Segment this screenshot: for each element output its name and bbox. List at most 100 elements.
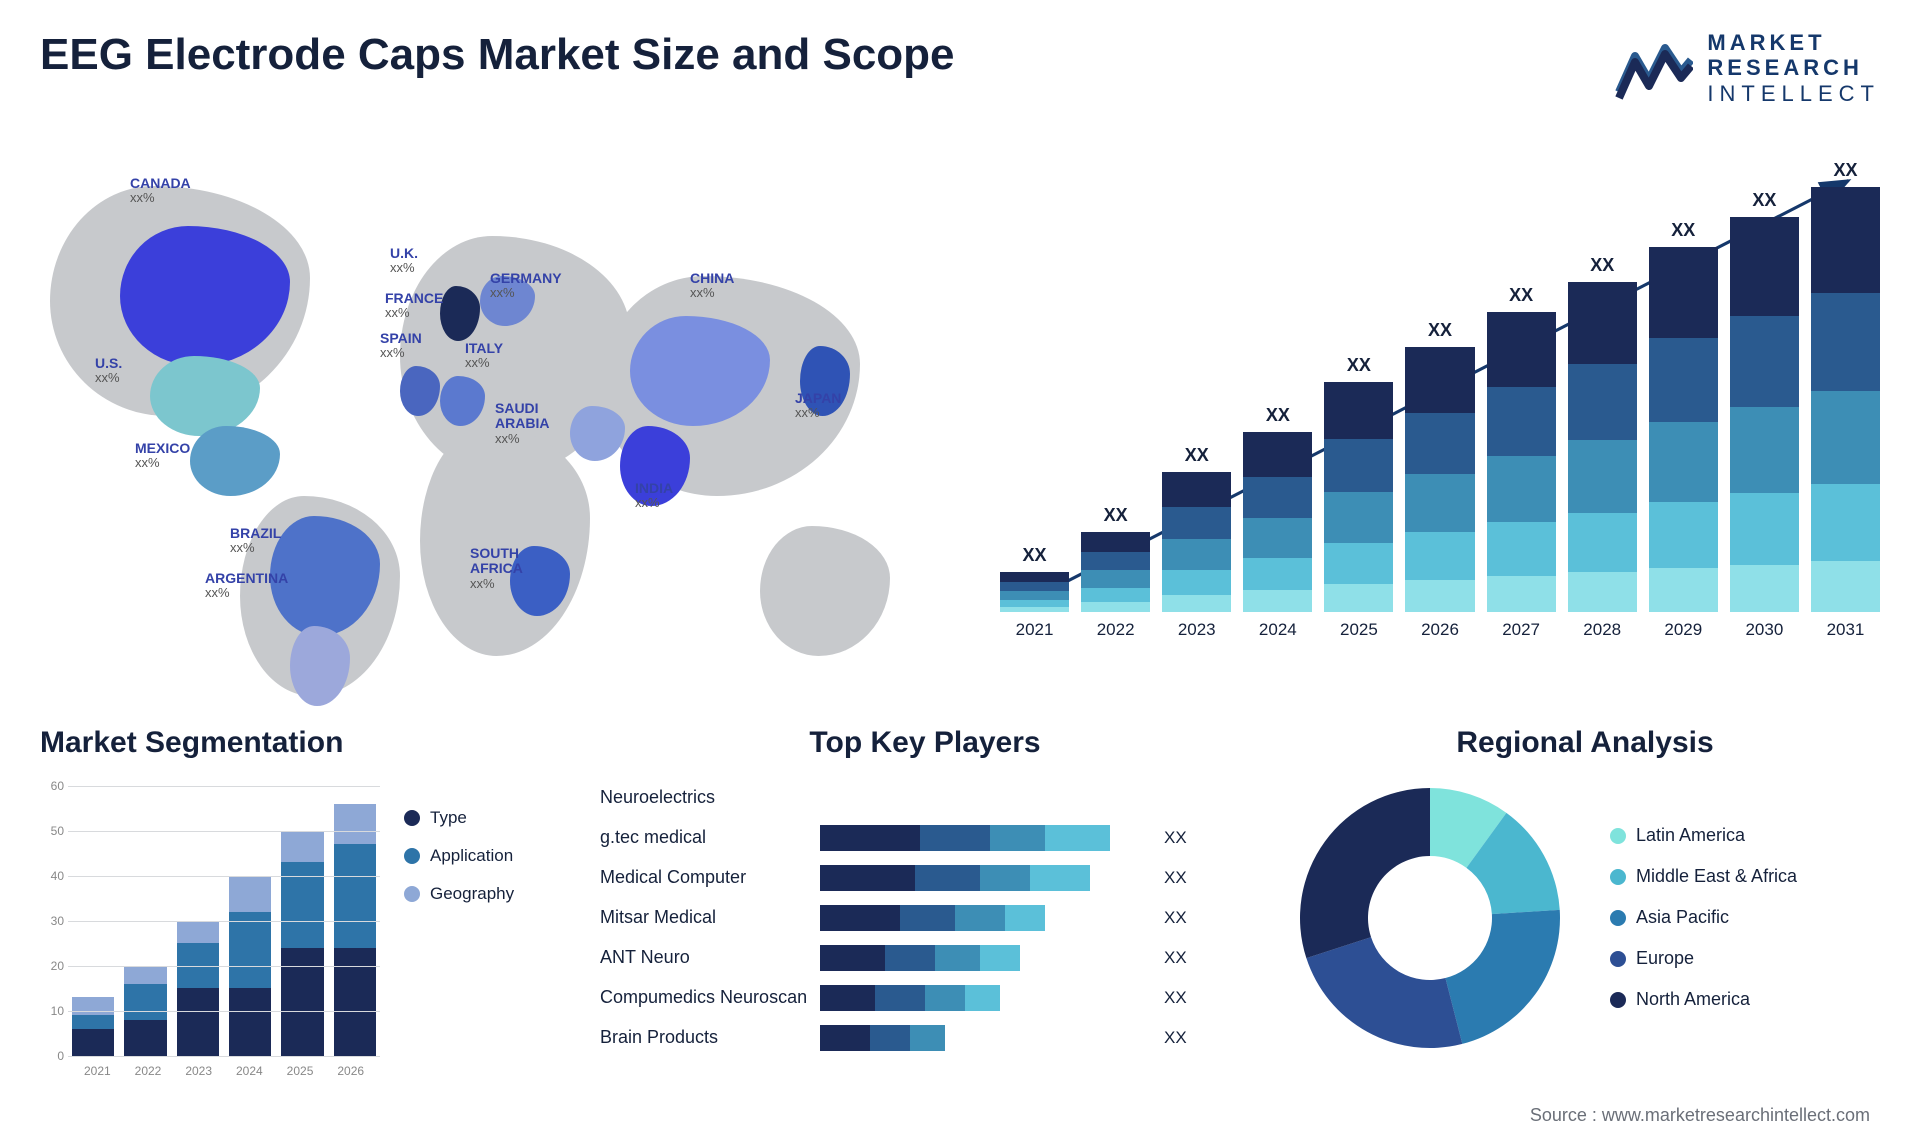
bar-segment [1000, 607, 1069, 612]
y-tick-label: 40 [40, 869, 64, 883]
segmentation-bar [334, 804, 376, 1056]
map-landmass [420, 426, 590, 656]
key-player-bar-segment [990, 825, 1045, 851]
bar-value-label: XX [1266, 405, 1290, 426]
legend-label: North America [1636, 989, 1750, 1010]
donut-slice [1306, 937, 1462, 1048]
segmentation-bar-segment [281, 948, 323, 1056]
year-label: 2024 [1259, 620, 1297, 640]
bar-segment [1811, 484, 1880, 561]
year-label: 2023 [1178, 620, 1216, 640]
map-country-label: ITALYxx% [465, 341, 503, 371]
key-player-name: Mitsar Medical [600, 907, 820, 928]
bar-segment [1811, 561, 1880, 612]
bar-segment [1487, 312, 1556, 387]
legend-label: Application [430, 846, 513, 866]
logo-icon [1615, 36, 1693, 100]
bar-segment [1405, 580, 1474, 612]
segmentation-bar-segment [72, 1029, 114, 1056]
bar-stack [1324, 382, 1393, 612]
x-tick-label: 2024 [224, 1064, 275, 1078]
bar-stack [1487, 312, 1556, 612]
key-player-bar-segment [820, 1025, 870, 1051]
bar-value-label: XX [1104, 505, 1128, 526]
bar-segment [1487, 387, 1556, 456]
key-player-bar-segment [925, 985, 965, 1011]
key-player-value: XX [1164, 1028, 1187, 1048]
gridline [68, 876, 380, 877]
map-country-label: U.S.xx% [95, 356, 122, 386]
bar-segment [1405, 413, 1474, 474]
bar-segment [1730, 493, 1799, 564]
bar-segment [1811, 187, 1880, 293]
legend-label: Type [430, 808, 467, 828]
bar-segment [1243, 518, 1312, 558]
legend-item: Type [404, 808, 514, 828]
map-country-label: SOUTHAFRICAxx% [470, 546, 523, 591]
map-country-highlight [150, 356, 260, 436]
key-player-bar [820, 825, 1150, 851]
bar-value-label: XX [1023, 545, 1047, 566]
bar-stack [1000, 572, 1069, 612]
map-country-label: JAPANxx% [795, 391, 841, 421]
key-player-bar-segment [820, 865, 915, 891]
key-players-title: Top Key Players [600, 726, 1250, 760]
bar-value-label: XX [1590, 255, 1614, 276]
growth-bar: XX2027 [1487, 285, 1556, 640]
bar-value-label: XX [1428, 320, 1452, 341]
map-country-label: CANADAxx% [130, 176, 191, 206]
bar-segment [1324, 492, 1393, 543]
bar-segment [1243, 432, 1312, 477]
key-player-bar-segment [955, 905, 1005, 931]
bar-value-label: XX [1671, 220, 1695, 241]
bar-segment [1405, 347, 1474, 413]
key-player-value: XX [1164, 908, 1187, 928]
segmentation-bar [281, 831, 323, 1056]
logo-text-3: INTELLECT [1707, 81, 1880, 106]
segmentation-title: Market Segmentation [40, 726, 560, 760]
key-player-bar-segment [875, 985, 925, 1011]
bar-segment [1081, 588, 1150, 602]
year-label: 2029 [1664, 620, 1702, 640]
legend-swatch [404, 886, 420, 902]
bar-stack [1649, 247, 1718, 612]
gridline [68, 1056, 380, 1057]
map-country-label: BRAZILxx% [230, 526, 281, 556]
bar-segment [1162, 472, 1231, 507]
key-player-bar-segment [910, 1025, 945, 1051]
key-player-bar [820, 865, 1150, 891]
logo-text-1: MARKET [1707, 30, 1880, 55]
segmentation-chart: 202120222023202420252026 0102030405060 [40, 778, 380, 1078]
donut-slice [1300, 788, 1430, 958]
map-country-highlight [190, 426, 280, 496]
world-map: CANADAxx%U.S.xx%MEXICOxx%BRAZILxx%ARGENT… [40, 146, 940, 676]
bar-value-label: XX [1185, 445, 1209, 466]
bar-segment [1324, 543, 1393, 584]
legend-label: Europe [1636, 948, 1694, 969]
bar-segment [1000, 600, 1069, 607]
key-player-row: g.tec medicalXX [600, 818, 1250, 858]
bar-stack [1405, 347, 1474, 612]
bar-segment [1487, 456, 1556, 522]
key-player-name: g.tec medical [600, 827, 820, 848]
growth-bar: XX 2023 [1162, 445, 1231, 640]
bar-segment [1162, 570, 1231, 595]
segmentation-bar-segment [124, 1020, 166, 1056]
bar-segment [1649, 568, 1718, 612]
key-player-bar [820, 905, 1150, 931]
map-country-label: ARGENTINAxx% [205, 571, 288, 601]
map-country-label: SPAINxx% [380, 331, 422, 361]
year-label: 2031 [1827, 620, 1865, 640]
segmentation-bar-segment [177, 921, 219, 944]
growth-bar: XX 2029 [1649, 220, 1718, 640]
bar-segment [1649, 502, 1718, 568]
bar-segment [1324, 382, 1393, 440]
x-tick-label: 2025 [275, 1064, 326, 1078]
key-player-row: Mitsar Medical XX [600, 898, 1250, 938]
segmentation-bar-segment [334, 844, 376, 948]
key-player-bar-segment [980, 865, 1030, 891]
key-player-row: Medical ComputerXX [600, 858, 1250, 898]
map-country-highlight [290, 626, 350, 706]
map-country-label: FRANCExx% [385, 291, 443, 321]
key-player-value: XX [1164, 868, 1187, 888]
